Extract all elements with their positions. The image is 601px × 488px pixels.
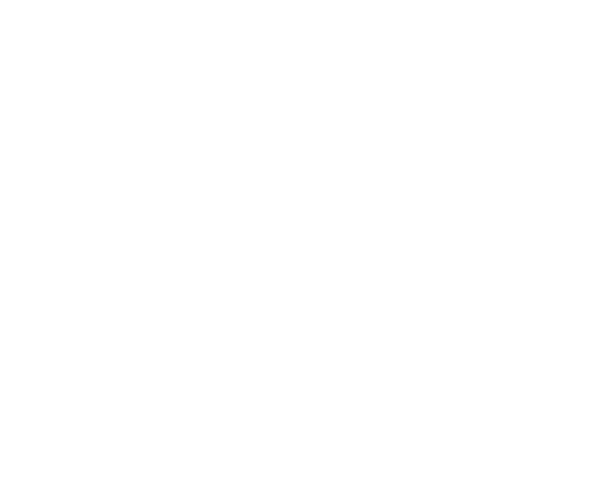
Text: Cartopy not available: Cartopy not available (225, 237, 376, 251)
